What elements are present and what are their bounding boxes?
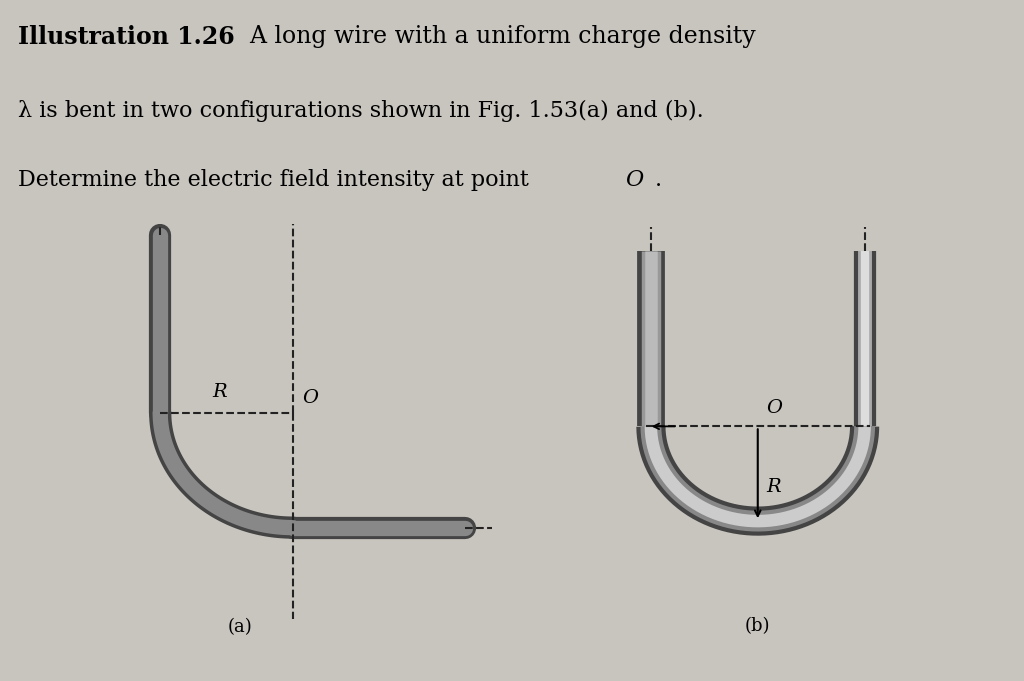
Text: λ is bent in two configurations shown in Fig. 1.53(a) and (b).: λ is bent in two configurations shown in… (18, 99, 703, 122)
Text: O: O (766, 399, 782, 417)
Text: A long wire with a uniform charge density: A long wire with a uniform charge densit… (234, 25, 756, 48)
Text: (a): (a) (227, 618, 252, 637)
Text: R: R (213, 383, 227, 401)
Text: (b): (b) (745, 617, 770, 635)
Text: .: . (655, 170, 663, 191)
Text: Determine the electric field intensity at point: Determine the electric field intensity a… (18, 170, 536, 191)
Text: Illustration 1.26: Illustration 1.26 (18, 25, 234, 49)
Text: O: O (302, 389, 318, 407)
Text: R: R (766, 479, 781, 496)
Text: O: O (625, 170, 643, 191)
